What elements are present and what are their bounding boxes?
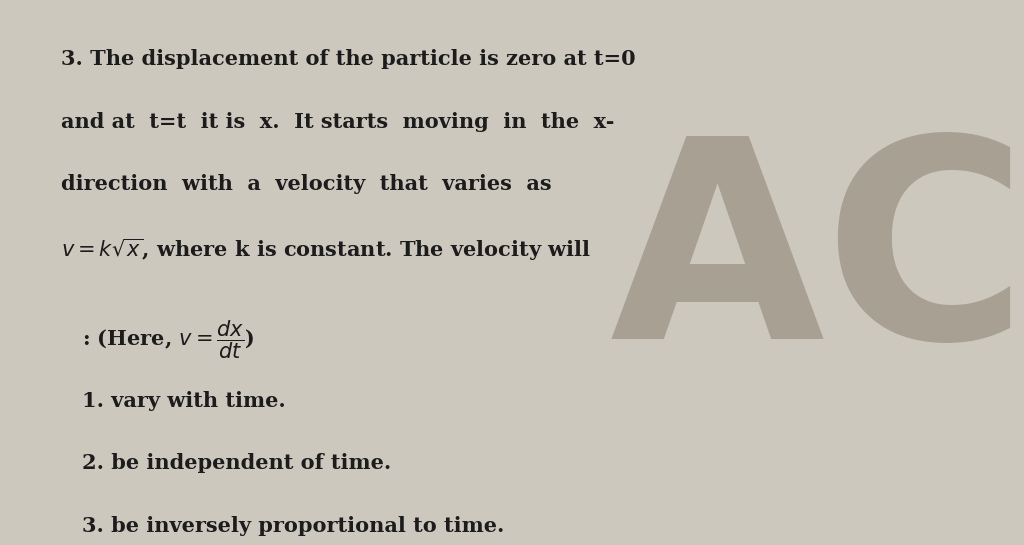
Text: 2. be independent of time.: 2. be independent of time. [82, 453, 391, 473]
Text: direction  with  a  velocity  that  varies  as: direction with a velocity that varies as [61, 174, 552, 195]
Text: 1. vary with time.: 1. vary with time. [82, 391, 286, 410]
Text: and at  t=t  it is  x.  It starts  moving  in  the  x-: and at t=t it is x. It starts moving in … [61, 112, 614, 132]
Text: : (Here, $v = \dfrac{dx}{dt}$): : (Here, $v = \dfrac{dx}{dt}$) [82, 318, 255, 361]
Text: AC: AC [609, 126, 1024, 397]
Text: $v = k\sqrt{x}$, where k is constant. The velocity will: $v = k\sqrt{x}$, where k is constant. Th… [61, 237, 591, 263]
Text: 3. The displacement of the particle is zero at t=0: 3. The displacement of the particle is z… [61, 49, 636, 69]
Text: 3. be inversely proportional to time.: 3. be inversely proportional to time. [82, 516, 504, 536]
